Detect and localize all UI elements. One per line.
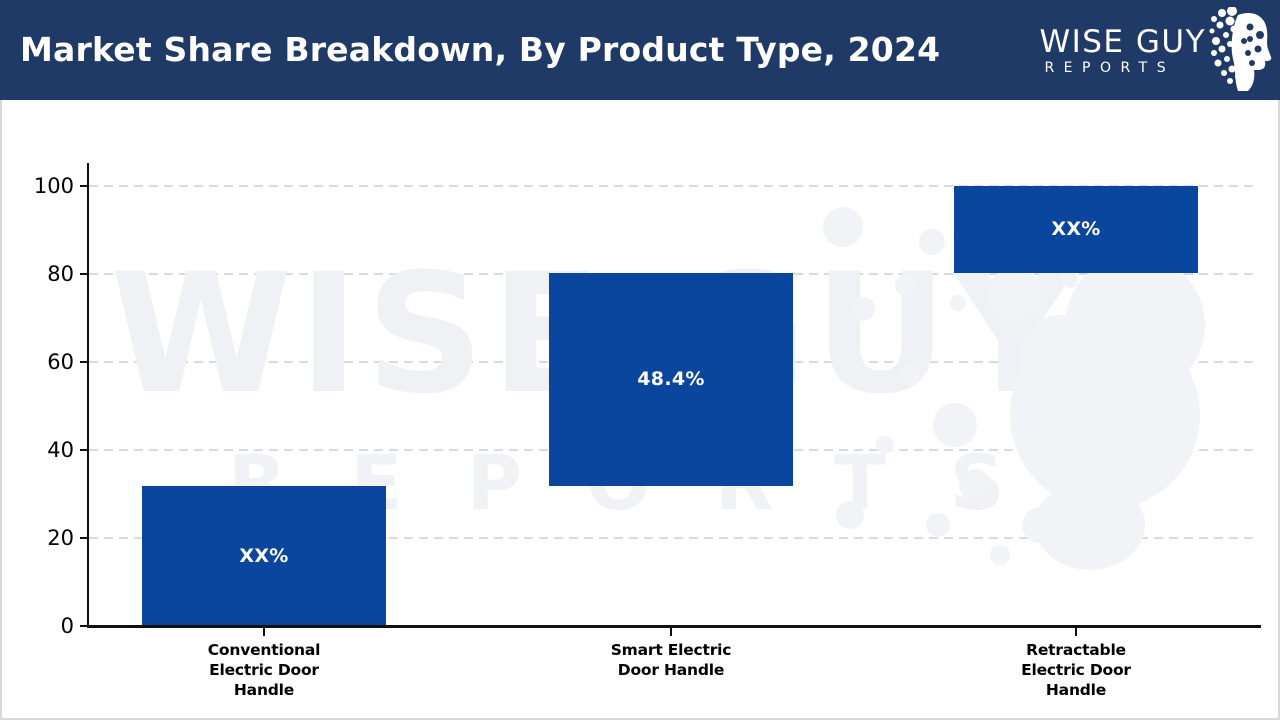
bar-value-label: XX% [239,544,289,567]
x-tick-mark [263,628,265,636]
logo-title: WISE GUY [1039,23,1206,60]
bar-value-label: XX% [1051,218,1101,241]
y-gridline [89,537,1258,539]
x-tick-mark [670,628,672,636]
y-tick-mark [80,185,88,187]
page-title: Market Share Breakdown, By Product Type,… [20,30,941,69]
y-tick-label: 20 [47,526,74,550]
y-tick-mark [80,449,88,451]
logo-subtitle: REPORTS [1044,60,1176,77]
y-axis-line [87,163,89,628]
logo-wordmark: WISE GUY REPORTS [1039,25,1206,75]
y-tick-label: 80 [47,262,74,286]
category-label: Retractable Electric Door Handle [1021,641,1131,699]
x-axis-line [87,625,1261,628]
wiseguy-logo: WISE GUY REPORTS [1039,7,1272,93]
y-tick-label: 0 [60,614,74,638]
header-bar: Market Share Breakdown, By Product Type,… [0,0,1280,100]
y-tick-mark [80,361,88,363]
chart-frame [0,100,1280,720]
y-tick-mark [80,625,88,627]
category-label: Conventional Electric Door Handle [207,641,321,699]
bar: XX% [954,186,1198,273]
bar: XX% [142,485,386,626]
y-tick-label: 100 [33,174,74,198]
bar: 48.4% [549,272,793,486]
wiseguy-head-icon [1209,7,1272,92]
x-tick-mark [1075,628,1077,636]
y-tick-mark [80,273,88,275]
category-label: Smart Electric Door Handle [610,641,732,679]
watermark-head-graphic [823,207,1205,570]
bar-value-label: 48.4% [637,368,705,391]
y-tick-label: 40 [47,438,74,462]
y-tick-mark [80,537,88,539]
y-tick-label: 60 [47,350,74,374]
y-gridline [89,185,1258,187]
